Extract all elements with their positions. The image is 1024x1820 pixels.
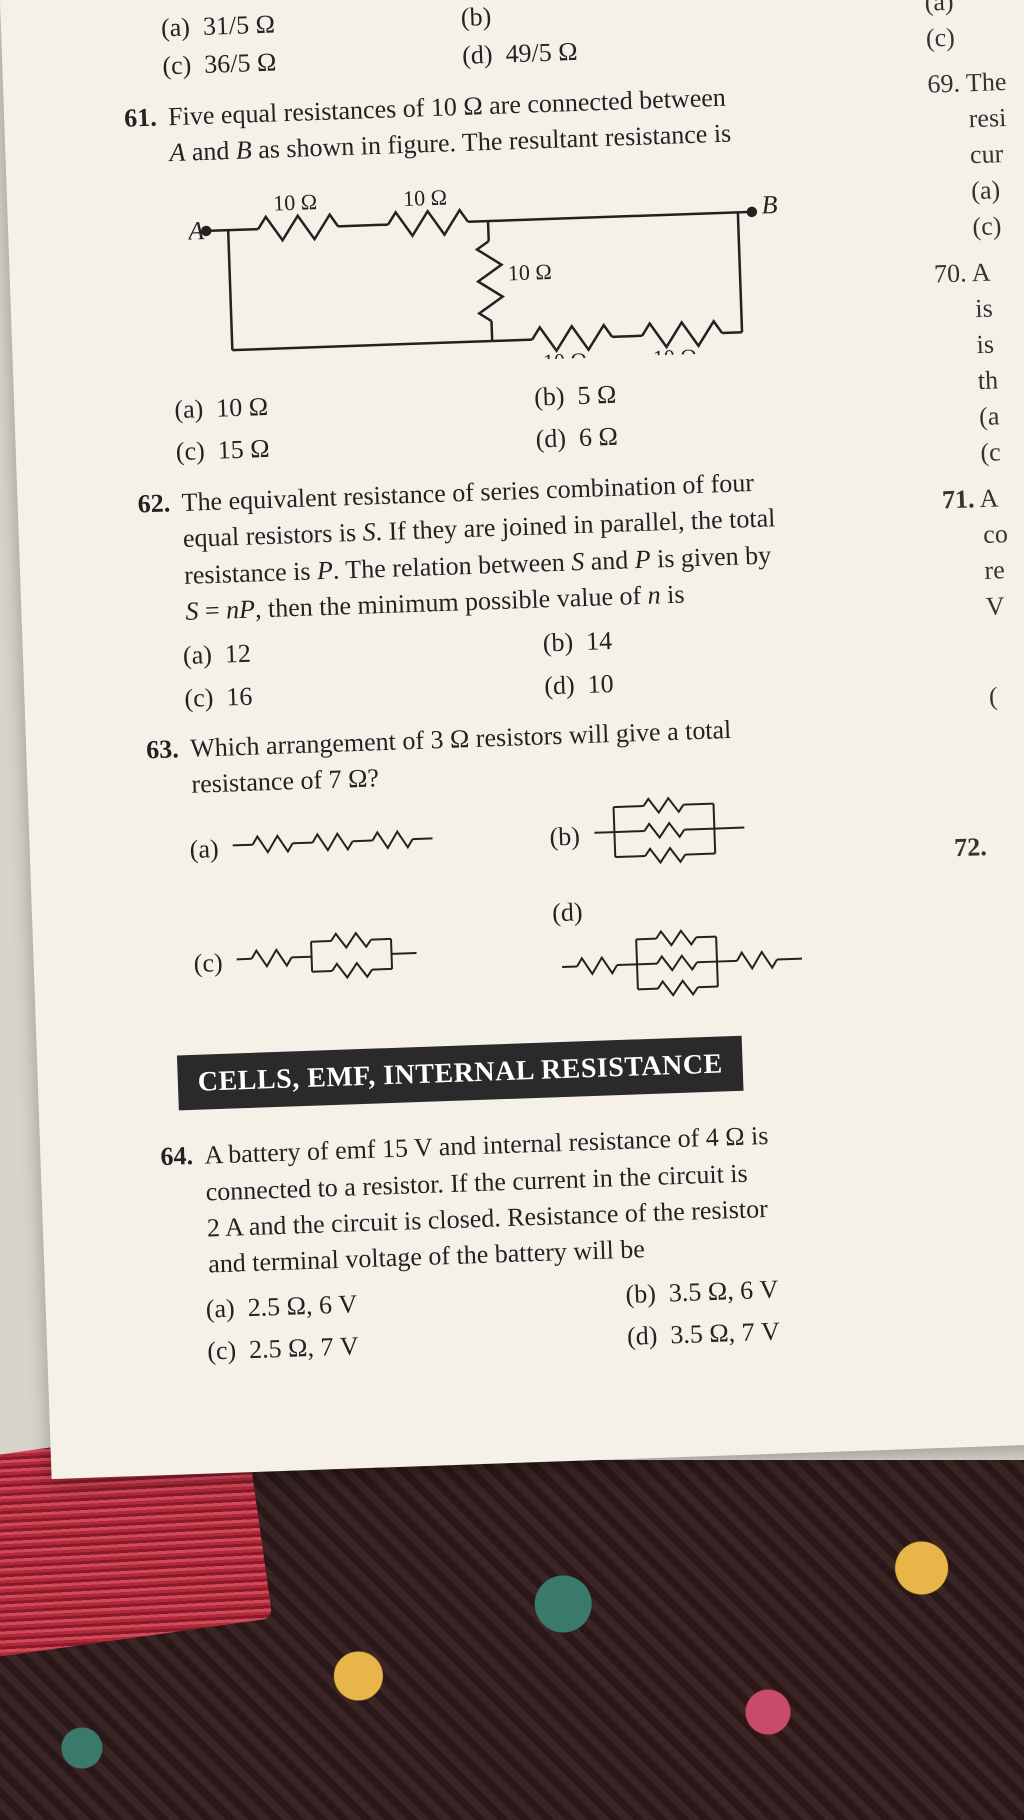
svg-text:A: A bbox=[186, 216, 204, 246]
section-header-cells: CELLS, EMF, INTERNAL RESISTANCE bbox=[177, 1036, 744, 1111]
side-a: (a) bbox=[924, 0, 1024, 18]
q63-opt-b: (b) bbox=[548, 790, 811, 879]
side-q72: 72. bbox=[954, 832, 987, 862]
q64-opt-c: (c) 2.5 Ω, 7 V bbox=[207, 1319, 628, 1370]
q61-B: B bbox=[235, 135, 252, 165]
q64-number: 64. bbox=[160, 1138, 205, 1176]
q64-opt-b: (b) 3.5 Ω, 6 V bbox=[625, 1271, 779, 1313]
q61-number: 61. bbox=[124, 99, 169, 137]
svg-text:10 Ω: 10 Ω bbox=[507, 258, 552, 285]
svg-text:10 Ω: 10 Ω bbox=[273, 189, 318, 216]
side-c: (c) bbox=[925, 20, 1024, 54]
q61-opt-b: (b) 5 Ω bbox=[534, 373, 735, 416]
q63-opt-a: (a) bbox=[189, 821, 490, 872]
q62-opt-a: (a) 12 bbox=[182, 628, 483, 675]
q63-number: 63. bbox=[146, 731, 191, 769]
side-q69: 69. bbox=[927, 69, 960, 99]
textbook-page: (a) 31/5 Ω (b) (c) 36/5 Ω (d) 49/5 Ω 61.… bbox=[0, 0, 1024, 1479]
q61-opt-c: (c) 15 Ω bbox=[175, 424, 476, 471]
q60-opt-d: (d) 49/5 Ω bbox=[462, 31, 663, 74]
q63-opt-c: (c) bbox=[193, 926, 495, 997]
svg-text:10 Ω: 10 Ω bbox=[543, 347, 588, 371]
side-q71: 71. bbox=[942, 484, 975, 514]
q62-opt-b: (b) 14 bbox=[542, 619, 743, 662]
q61-opt-a: (a) 10 Ω bbox=[174, 382, 475, 429]
svg-text:10 Ω: 10 Ω bbox=[403, 184, 448, 211]
q63-opt-d: (d) bbox=[552, 884, 876, 1012]
q64-opt-d: (d) 3.5 Ω, 7 V bbox=[626, 1314, 780, 1356]
question-62: 62.The equivalent resistance of series c… bbox=[137, 456, 1006, 632]
q64-opt-a: (a) 2.5 Ω, 6 V bbox=[205, 1277, 626, 1328]
svg-text:10 Ω: 10 Ω bbox=[652, 343, 697, 370]
q60-opt-b-label: (b) bbox=[460, 0, 541, 36]
q60-opt-c: (c) 36/5 Ω bbox=[162, 38, 463, 85]
q62-opt-d: (d) 10 bbox=[544, 661, 745, 704]
q61-A: A bbox=[169, 138, 186, 168]
q61-circuit-diagram: A 10 Ω 10 Ω B 10 Ω bbox=[186, 153, 997, 381]
q62-opt-c: (c) 16 bbox=[184, 670, 485, 717]
question-64: 64.A battery of emf 15 V and internal re… bbox=[160, 1109, 1024, 1285]
side-q70: 70. bbox=[934, 258, 967, 288]
svg-text:B: B bbox=[761, 190, 778, 220]
q61-opt-d: (d) 6 Ω bbox=[535, 415, 736, 458]
q62-number: 62. bbox=[137, 485, 182, 523]
